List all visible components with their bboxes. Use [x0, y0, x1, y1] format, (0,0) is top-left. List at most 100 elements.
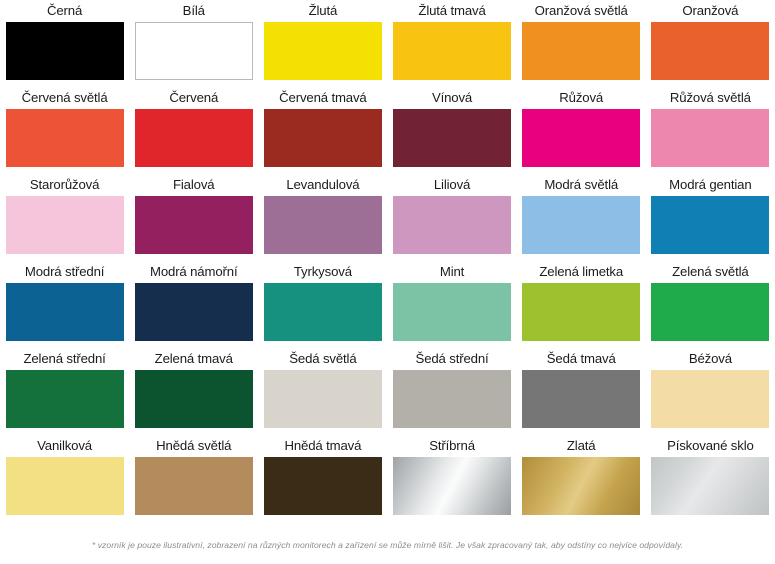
swatch-cell[interactable]: Fialová — [129, 174, 258, 261]
swatch-label: Zelená tmavá — [154, 351, 233, 367]
swatch-label: Růžová světlá — [669, 90, 751, 106]
swatch-label: Šedá střední — [415, 351, 489, 367]
swatch-cell[interactable]: Červená tmavá — [258, 87, 387, 174]
swatch-color-chip[interactable] — [5, 370, 124, 428]
swatch-cell[interactable]: Šedá tmavá — [517, 348, 646, 435]
swatch-color-chip[interactable] — [263, 457, 382, 515]
swatch-color-chip[interactable] — [651, 22, 770, 80]
swatch-label: Zelená střední — [23, 351, 106, 367]
swatch-cell[interactable]: Zelená limetka — [517, 261, 646, 348]
swatch-color-chip[interactable] — [134, 283, 253, 341]
swatch-label: Růžová — [559, 90, 604, 106]
swatch-color-chip[interactable] — [651, 457, 770, 515]
swatch-cell[interactable]: Béžová — [646, 348, 775, 435]
swatch-color-chip[interactable] — [134, 370, 253, 428]
swatch-label: Žlutá — [308, 3, 338, 19]
swatch-label: Pískované sklo — [667, 438, 754, 454]
swatch-label: Hnědá světlá — [156, 438, 232, 454]
swatch-cell[interactable]: Vínová — [387, 87, 516, 174]
swatch-cell[interactable]: Oranžová — [646, 0, 775, 87]
swatch-cell[interactable]: Zelená tmavá — [129, 348, 258, 435]
swatch-cell[interactable]: Levandulová — [258, 174, 387, 261]
swatch-label: Žlutá tmavá — [418, 3, 486, 19]
swatch-label: Hnědá tmavá — [284, 438, 362, 454]
swatch-cell[interactable]: Stříbrná — [387, 435, 516, 522]
swatch-cell[interactable]: Růžová — [517, 87, 646, 174]
swatch-color-chip[interactable] — [5, 457, 124, 515]
swatch-color-chip[interactable] — [134, 22, 253, 80]
swatch-color-chip[interactable] — [522, 22, 641, 80]
swatch-color-chip[interactable] — [522, 109, 641, 167]
swatch-cell[interactable]: Hnědá světlá — [129, 435, 258, 522]
swatch-cell[interactable]: Starorůžová — [0, 174, 129, 261]
swatch-label: Šedá tmavá — [546, 351, 616, 367]
swatch-cell[interactable]: Bílá — [129, 0, 258, 87]
swatch-cell[interactable]: Růžová světlá — [646, 87, 775, 174]
swatch-cell[interactable]: Vanilková — [0, 435, 129, 522]
swatch-color-chip[interactable] — [5, 196, 124, 254]
swatch-cell[interactable]: Hnědá tmavá — [258, 435, 387, 522]
swatch-color-chip[interactable] — [651, 370, 770, 428]
swatch-color-chip[interactable] — [522, 457, 641, 515]
swatch-cell[interactable]: Modrá námořní — [129, 261, 258, 348]
swatch-label: Šedá světlá — [289, 351, 357, 367]
swatch-label: Mint — [439, 264, 465, 280]
swatch-cell[interactable]: Šedá světlá — [258, 348, 387, 435]
swatch-color-chip[interactable] — [5, 109, 124, 167]
swatch-color-chip[interactable] — [393, 283, 512, 341]
swatch-cell[interactable]: Žlutá — [258, 0, 387, 87]
swatch-color-chip[interactable] — [263, 109, 382, 167]
swatch-color-chip[interactable] — [263, 22, 382, 80]
swatch-color-chip[interactable] — [134, 457, 253, 515]
swatch-label: Stříbrná — [429, 438, 475, 454]
swatch-label: Béžová — [688, 351, 732, 367]
swatch-grid: Černá Bílá Žlutá Žlutá tmavá Oranžová světlá… — [0, 0, 775, 522]
swatch-label: Červená tmavá — [279, 90, 367, 106]
swatch-label: Červená — [169, 90, 219, 106]
swatch-cell[interactable]: Pískované sklo — [646, 435, 775, 522]
swatch-cell[interactable]: Žlutá tmavá — [387, 0, 516, 87]
swatch-color-chip[interactable] — [263, 370, 382, 428]
swatch-label: Bílá — [182, 3, 205, 19]
swatch-label: Levandulová — [286, 177, 360, 193]
swatch-cell[interactable]: Červená světlá — [0, 87, 129, 174]
swatch-cell[interactable]: Zelená světlá — [646, 261, 775, 348]
swatch-color-chip[interactable] — [393, 457, 512, 515]
swatch-color-chip[interactable] — [263, 196, 382, 254]
swatch-label: Černá — [46, 3, 83, 19]
swatch-cell[interactable]: Liliová — [387, 174, 516, 261]
swatch-color-chip[interactable] — [651, 283, 770, 341]
swatch-color-chip[interactable] — [134, 109, 253, 167]
swatch-label: Zelená světlá — [672, 264, 749, 280]
swatch-color-chip[interactable] — [522, 283, 641, 341]
swatch-cell[interactable]: Oranžová světlá — [517, 0, 646, 87]
swatch-cell[interactable]: Šedá střední — [387, 348, 516, 435]
swatch-color-chip[interactable] — [651, 196, 770, 254]
swatch-color-chip[interactable] — [134, 196, 253, 254]
swatch-color-chip[interactable] — [522, 370, 641, 428]
swatch-label: Fialová — [173, 177, 215, 193]
swatch-color-chip[interactable] — [393, 22, 512, 80]
swatch-cell[interactable]: Zelená střední — [0, 348, 129, 435]
swatch-color-chip[interactable] — [5, 283, 124, 341]
swatch-label: Oranžová světlá — [534, 3, 628, 19]
swatch-label: Modrá světlá — [544, 177, 619, 193]
swatch-color-chip[interactable] — [393, 109, 512, 167]
swatch-label: Oranžová — [682, 3, 739, 19]
swatch-color-chip[interactable] — [393, 196, 512, 254]
swatch-cell[interactable]: Tyrkysová — [258, 261, 387, 348]
swatch-color-chip[interactable] — [5, 22, 124, 80]
swatch-label: Modrá střední — [24, 264, 105, 280]
swatch-cell[interactable]: Černá — [0, 0, 129, 87]
swatch-cell[interactable]: Mint — [387, 261, 516, 348]
swatch-color-chip[interactable] — [651, 109, 770, 167]
swatch-label: Červená světlá — [21, 90, 108, 106]
swatch-cell[interactable]: Zlatá — [517, 435, 646, 522]
swatch-cell[interactable]: Modrá gentian — [646, 174, 775, 261]
swatch-color-chip[interactable] — [393, 370, 512, 428]
swatch-cell[interactable]: Modrá světlá — [517, 174, 646, 261]
swatch-cell[interactable]: Modrá střední — [0, 261, 129, 348]
swatch-color-chip[interactable] — [263, 283, 382, 341]
swatch-color-chip[interactable] — [522, 196, 641, 254]
swatch-cell[interactable]: Červená — [129, 87, 258, 174]
